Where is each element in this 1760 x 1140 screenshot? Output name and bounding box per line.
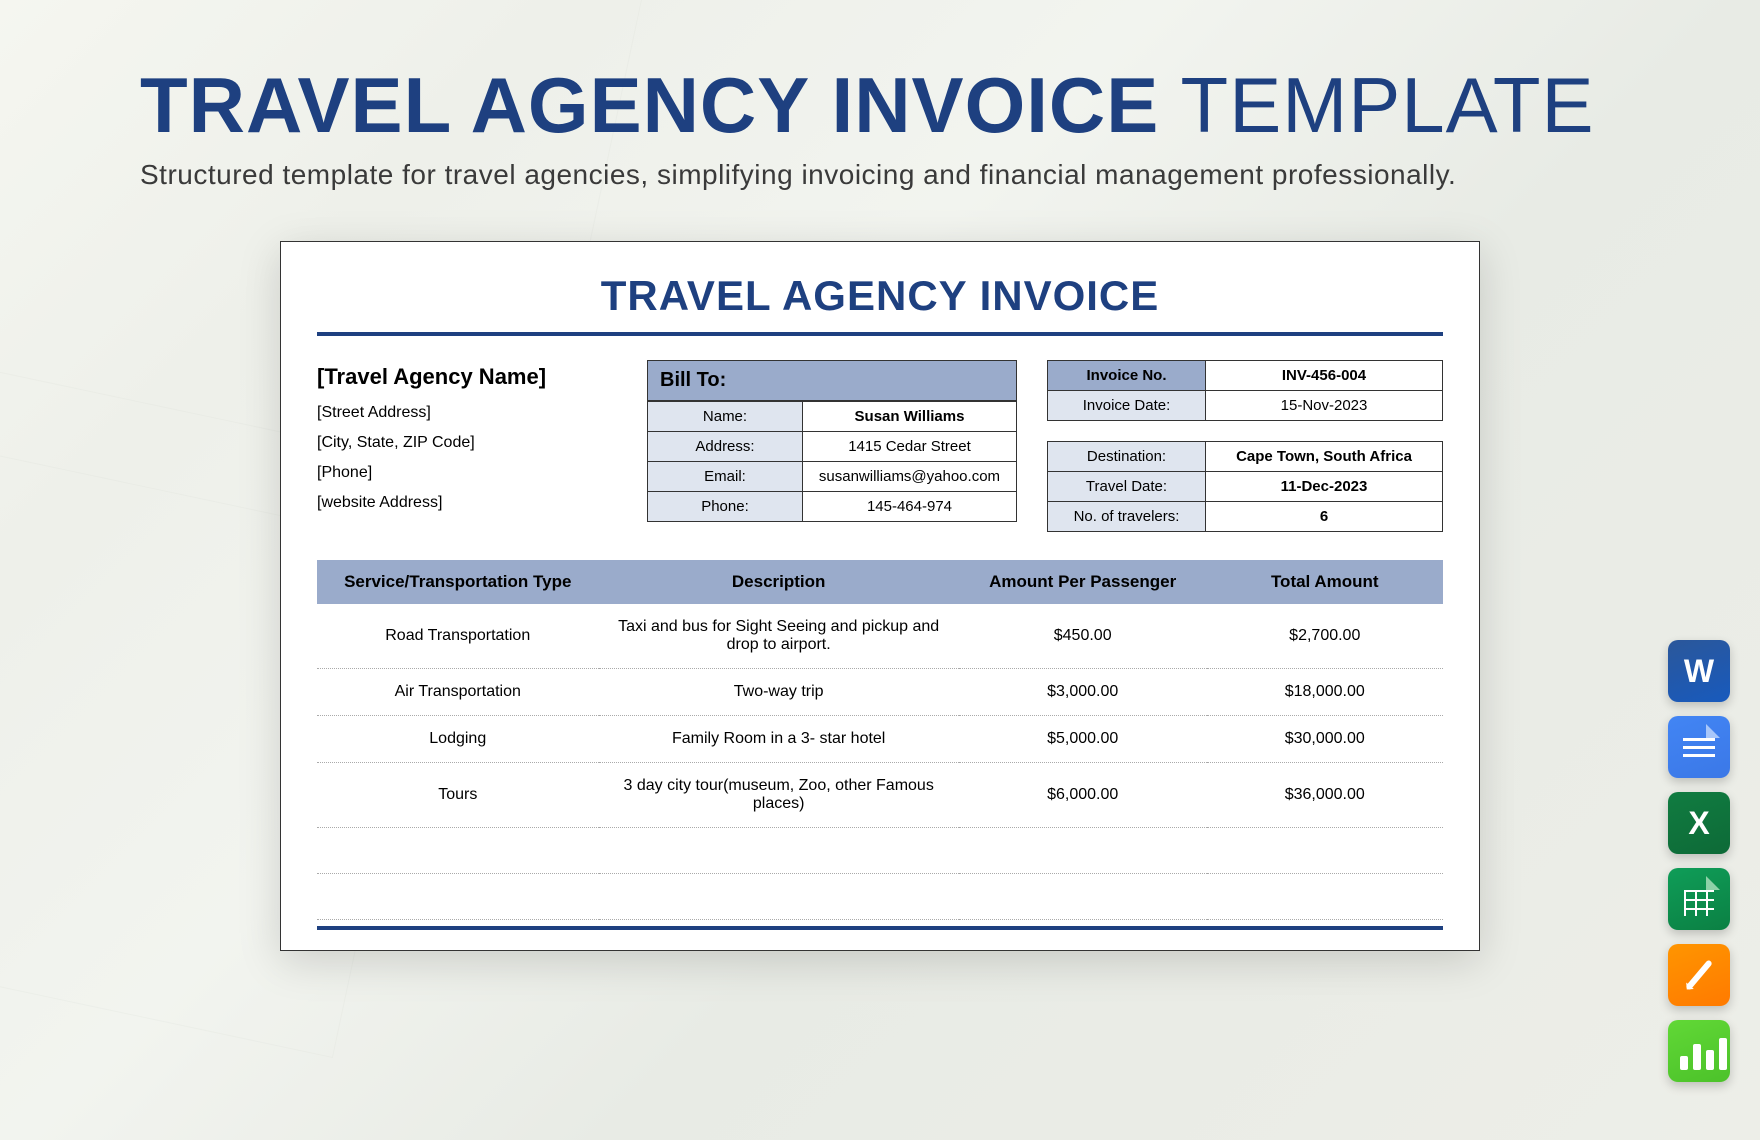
invoice-document: TRAVEL AGENCY INVOICE [Travel Agency Nam…	[280, 241, 1480, 951]
col-service: Service/Transportation Type	[317, 560, 599, 604]
page-subtitle: Structured template for travel agencies,…	[140, 159, 1620, 191]
destination: Cape Town, South Africa	[1206, 442, 1443, 472]
table-row: Lodging Family Room in a 3- star hotel $…	[317, 716, 1443, 763]
meta-block: Invoice No.INV-456-004 Invoice Date:15-N…	[1047, 360, 1443, 532]
bill-address-label: Address:	[648, 432, 803, 462]
bill-to-header: Bill To:	[647, 360, 1017, 401]
bill-email: susanwilliams@yahoo.com	[802, 462, 1016, 492]
col-description: Description	[599, 560, 959, 604]
bottom-rule	[317, 926, 1443, 930]
pages-icon[interactable]	[1668, 944, 1730, 1006]
table-row-empty	[317, 828, 1443, 874]
bill-address: 1415 Cedar Street	[802, 432, 1016, 462]
bill-name: Susan Williams	[802, 402, 1016, 432]
cell-type: Lodging	[317, 716, 599, 763]
bill-to-block: Bill To: Name:Susan Williams Address:141…	[647, 360, 1017, 522]
google-docs-icon[interactable]	[1668, 716, 1730, 778]
cell-total: $2,700.00	[1207, 604, 1443, 669]
info-row: [Travel Agency Name] [Street Address] [C…	[317, 360, 1443, 532]
table-row: Tours 3 day city tour(museum, Zoo, other…	[317, 763, 1443, 828]
services-table: Service/Transportation Type Description …	[317, 560, 1443, 920]
destination-label: Destination:	[1048, 442, 1206, 472]
cell-desc: Family Room in a 3- star hotel	[599, 716, 959, 763]
cell-total: $30,000.00	[1207, 716, 1443, 763]
cell-desc: 3 day city tour(museum, Zoo, other Famou…	[599, 763, 959, 828]
cell-type: Road Transportation	[317, 604, 599, 669]
invoice-date: 15-Nov-2023	[1206, 391, 1443, 421]
cell-per: $450.00	[959, 604, 1207, 669]
numbers-icon[interactable]	[1668, 1020, 1730, 1082]
agency-block: [Travel Agency Name] [Street Address] [C…	[317, 360, 617, 524]
agency-city: [City, State, ZIP Code]	[317, 434, 617, 452]
bill-email-label: Email:	[648, 462, 803, 492]
cell-total: $36,000.00	[1207, 763, 1443, 828]
bill-phone: 145-464-974	[802, 492, 1016, 522]
table-row-empty	[317, 874, 1443, 920]
bill-phone-label: Phone:	[648, 492, 803, 522]
table-row: Road Transportation Taxi and bus for Sig…	[317, 604, 1443, 669]
travelers-label: No. of travelers:	[1048, 502, 1206, 532]
cell-total: $18,000.00	[1207, 669, 1443, 716]
invoice-meta-bottom: Destination:Cape Town, South Africa Trav…	[1047, 441, 1443, 532]
cell-desc: Taxi and bus for Sight Seeing and pickup…	[599, 604, 959, 669]
col-total: Total Amount	[1207, 560, 1443, 604]
word-icon[interactable]: W	[1668, 640, 1730, 702]
invoice-no-label: Invoice No.	[1048, 361, 1206, 391]
travel-date-label: Travel Date:	[1048, 472, 1206, 502]
cell-per: $5,000.00	[959, 716, 1207, 763]
agency-street: [Street Address]	[317, 404, 617, 422]
title-bold: TRAVEL AGENCY INVOICE	[140, 61, 1159, 149]
page-header: TRAVEL AGENCY INVOICE TEMPLATE Structure…	[0, 0, 1760, 211]
google-sheets-icon[interactable]	[1668, 868, 1730, 930]
cell-type: Air Transportation	[317, 669, 599, 716]
excel-icon[interactable]: X	[1668, 792, 1730, 854]
cell-type: Tours	[317, 763, 599, 828]
title-light: TEMPLATE	[1159, 61, 1594, 149]
travelers: 6	[1206, 502, 1443, 532]
agency-phone: [Phone]	[317, 464, 617, 482]
cell-per: $6,000.00	[959, 763, 1207, 828]
page-title: TRAVEL AGENCY INVOICE TEMPLATE	[140, 60, 1620, 151]
agency-name: [Travel Agency Name]	[317, 364, 617, 390]
travel-date: 11-Dec-2023	[1206, 472, 1443, 502]
table-row: Air Transportation Two-way trip $3,000.0…	[317, 669, 1443, 716]
bill-to-table: Name:Susan Williams Address:1415 Cedar S…	[647, 401, 1017, 522]
invoice-date-label: Invoice Date:	[1048, 391, 1206, 421]
col-per-passenger: Amount Per Passenger	[959, 560, 1207, 604]
agency-website: [website Address]	[317, 494, 617, 512]
invoice-no: INV-456-004	[1206, 361, 1443, 391]
invoice-meta-top: Invoice No.INV-456-004 Invoice Date:15-N…	[1047, 360, 1443, 421]
cell-per: $3,000.00	[959, 669, 1207, 716]
bill-name-label: Name:	[648, 402, 803, 432]
invoice-title: TRAVEL AGENCY INVOICE	[317, 272, 1443, 336]
cell-desc: Two-way trip	[599, 669, 959, 716]
format-icons: W X	[1668, 640, 1730, 1082]
